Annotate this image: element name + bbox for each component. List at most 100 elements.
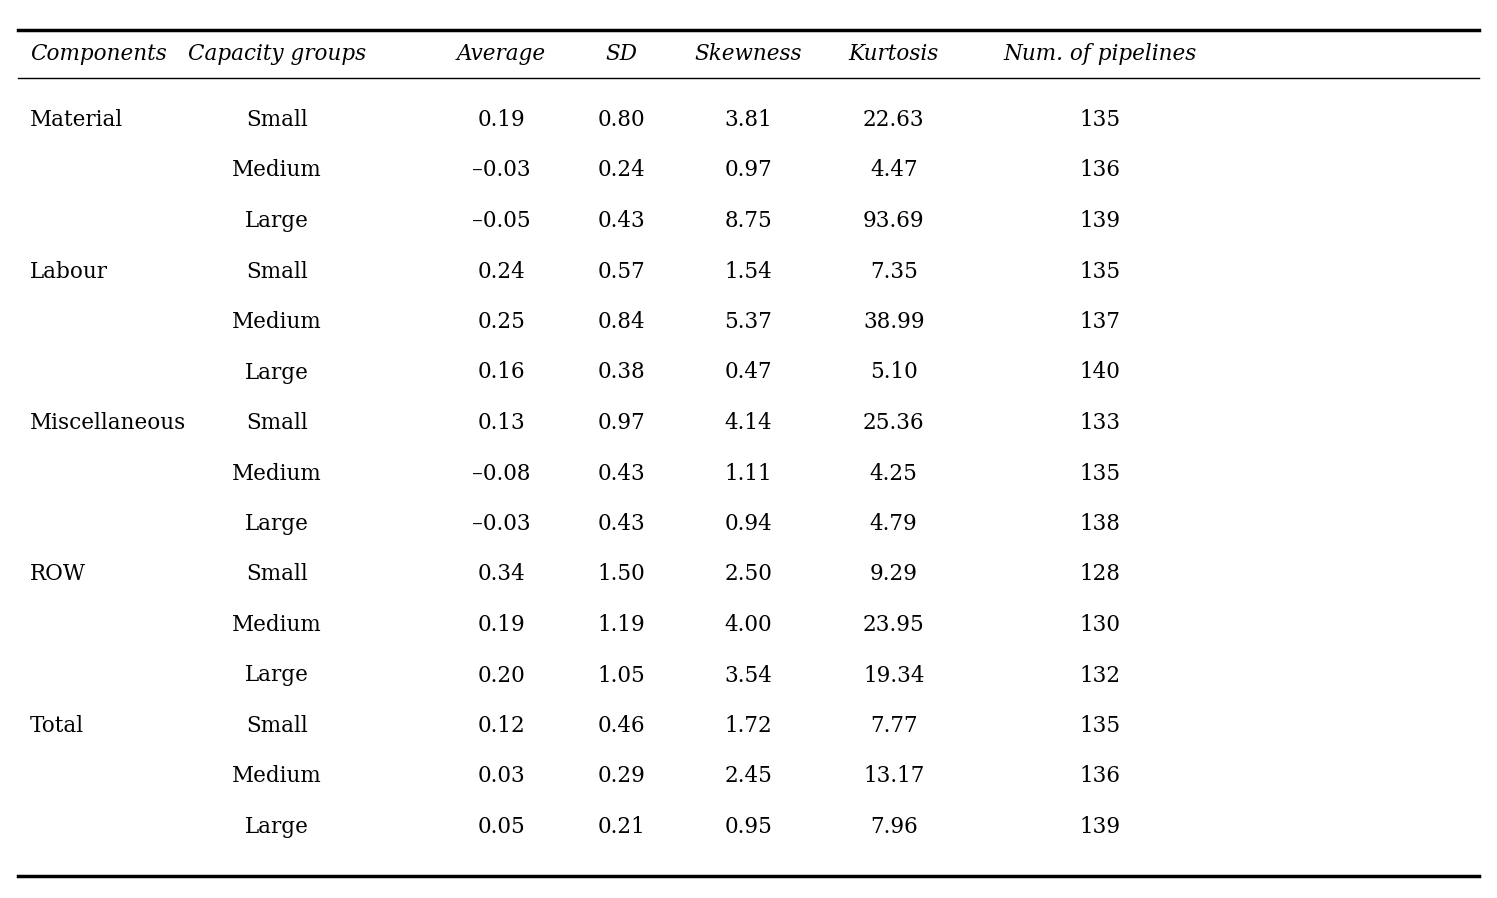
Text: 0.94: 0.94: [725, 513, 772, 535]
Text: Kurtosis: Kurtosis: [849, 43, 939, 65]
Text: 7.77: 7.77: [870, 715, 918, 737]
Text: 3.81: 3.81: [725, 109, 772, 131]
Text: 135: 135: [1079, 715, 1121, 737]
Text: 5.10: 5.10: [870, 362, 918, 383]
Text: 4.79: 4.79: [870, 513, 918, 535]
Text: Skewness: Skewness: [695, 43, 802, 65]
Text: –0.03: –0.03: [472, 160, 531, 181]
Text: Medium: Medium: [232, 311, 322, 333]
Text: 0.24: 0.24: [478, 260, 525, 283]
Text: 133: 133: [1079, 412, 1121, 434]
Text: 22.63: 22.63: [862, 109, 925, 131]
Text: 1.72: 1.72: [725, 715, 772, 737]
Text: 19.34: 19.34: [862, 665, 925, 686]
Text: Large: Large: [246, 665, 308, 686]
Text: Total: Total: [30, 715, 84, 737]
Text: –0.05: –0.05: [472, 210, 531, 232]
Text: Medium: Medium: [232, 765, 322, 788]
Text: 0.03: 0.03: [478, 765, 525, 788]
Text: 0.05: 0.05: [478, 816, 525, 838]
Text: 0.25: 0.25: [478, 311, 525, 333]
Text: 0.38: 0.38: [597, 362, 645, 383]
Text: Small: Small: [246, 715, 308, 737]
Text: Large: Large: [246, 513, 308, 535]
Text: 0.47: 0.47: [725, 362, 772, 383]
Text: 0.16: 0.16: [478, 362, 525, 383]
Text: Medium: Medium: [232, 462, 322, 485]
Text: 0.19: 0.19: [478, 109, 525, 131]
Text: 0.34: 0.34: [478, 564, 525, 585]
Text: 5.37: 5.37: [725, 311, 772, 333]
Text: 1.05: 1.05: [597, 665, 645, 686]
Text: Large: Large: [246, 816, 308, 838]
Text: Miscellaneous: Miscellaneous: [30, 412, 186, 434]
Text: –0.08: –0.08: [472, 462, 531, 485]
Text: 135: 135: [1079, 462, 1121, 485]
Text: Medium: Medium: [232, 614, 322, 636]
Text: Labour: Labour: [30, 260, 108, 283]
Text: 13.17: 13.17: [864, 765, 924, 788]
Text: 140: 140: [1079, 362, 1121, 383]
Text: Capacity groups: Capacity groups: [189, 43, 365, 65]
Text: Components: Components: [30, 43, 166, 65]
Text: 0.29: 0.29: [597, 765, 645, 788]
Text: 0.43: 0.43: [597, 210, 645, 232]
Text: 0.84: 0.84: [597, 311, 645, 333]
Text: Large: Large: [246, 210, 308, 232]
Text: –0.03: –0.03: [472, 513, 531, 535]
Text: 0.21: 0.21: [597, 816, 645, 838]
Text: Average: Average: [457, 43, 546, 65]
Text: 136: 136: [1079, 160, 1121, 181]
Text: 9.29: 9.29: [870, 564, 918, 585]
Text: 0.12: 0.12: [478, 715, 525, 737]
Text: 139: 139: [1079, 816, 1121, 838]
Text: 38.99: 38.99: [862, 311, 925, 333]
Text: 0.20: 0.20: [478, 665, 525, 686]
Text: 23.95: 23.95: [862, 614, 925, 636]
Text: 0.95: 0.95: [725, 816, 772, 838]
Text: 0.80: 0.80: [597, 109, 645, 131]
Text: ROW: ROW: [30, 564, 85, 585]
Text: Small: Small: [246, 412, 308, 434]
Text: 1.19: 1.19: [597, 614, 645, 636]
Text: 0.46: 0.46: [597, 715, 645, 737]
Text: 138: 138: [1079, 513, 1121, 535]
Text: SD: SD: [605, 43, 638, 65]
Text: 1.11: 1.11: [725, 462, 772, 485]
Text: 1.50: 1.50: [597, 564, 645, 585]
Text: Medium: Medium: [232, 160, 322, 181]
Text: 7.96: 7.96: [870, 816, 918, 838]
Text: 2.50: 2.50: [725, 564, 772, 585]
Text: 135: 135: [1079, 260, 1121, 283]
Text: 3.54: 3.54: [725, 665, 772, 686]
Text: 132: 132: [1079, 665, 1121, 686]
Text: 4.25: 4.25: [870, 462, 918, 485]
Text: Num. of pipelines: Num. of pipelines: [1003, 43, 1198, 65]
Text: 93.69: 93.69: [862, 210, 925, 232]
Text: Small: Small: [246, 564, 308, 585]
Text: 4.00: 4.00: [725, 614, 772, 636]
Text: 0.24: 0.24: [597, 160, 645, 181]
Text: 137: 137: [1079, 311, 1121, 333]
Text: 136: 136: [1079, 765, 1121, 788]
Text: Material: Material: [30, 109, 123, 131]
Text: 0.43: 0.43: [597, 462, 645, 485]
Text: 4.14: 4.14: [725, 412, 772, 434]
Text: 25.36: 25.36: [862, 412, 925, 434]
Text: 139: 139: [1079, 210, 1121, 232]
Text: 7.35: 7.35: [870, 260, 918, 283]
Text: Small: Small: [246, 260, 308, 283]
Text: 0.19: 0.19: [478, 614, 525, 636]
Text: 0.97: 0.97: [597, 412, 645, 434]
Text: 8.75: 8.75: [725, 210, 772, 232]
Text: 135: 135: [1079, 109, 1121, 131]
Text: 2.45: 2.45: [725, 765, 772, 788]
Text: 128: 128: [1079, 564, 1121, 585]
Text: 0.57: 0.57: [597, 260, 645, 283]
Text: 0.13: 0.13: [478, 412, 525, 434]
Text: 130: 130: [1079, 614, 1121, 636]
Text: 0.97: 0.97: [725, 160, 772, 181]
Text: Large: Large: [246, 362, 308, 383]
Text: 0.43: 0.43: [597, 513, 645, 535]
Text: 4.47: 4.47: [870, 160, 918, 181]
